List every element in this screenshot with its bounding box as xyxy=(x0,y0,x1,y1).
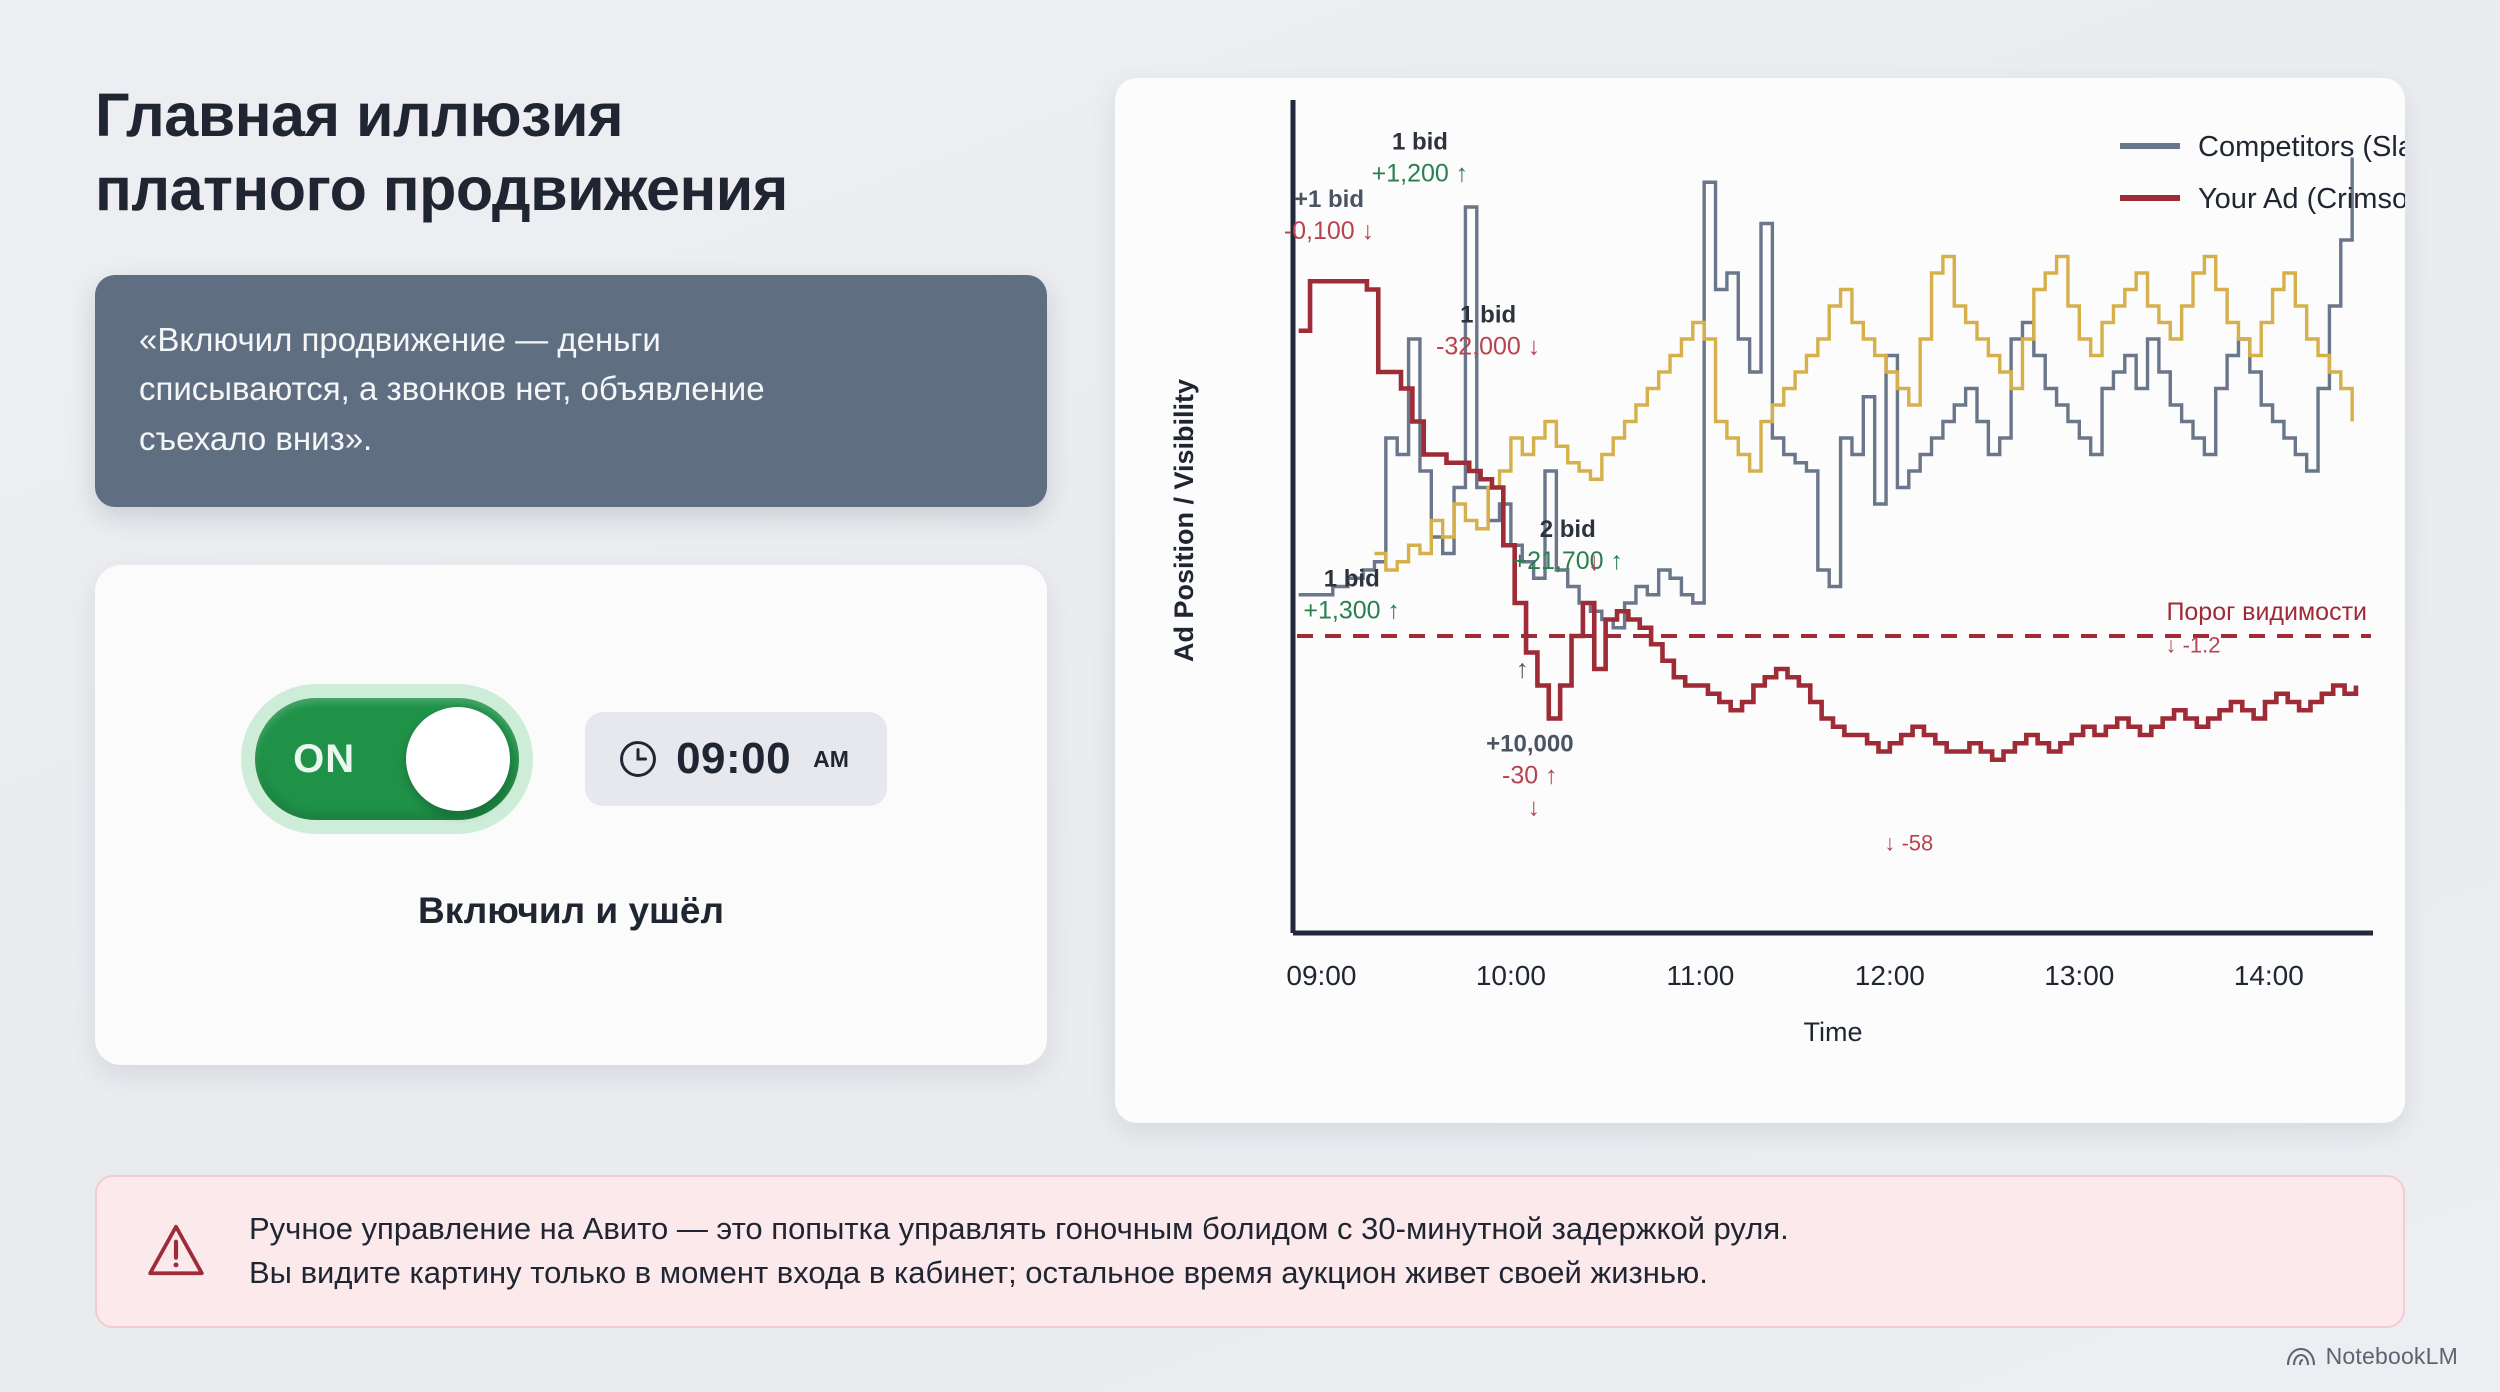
chart-annotation-ann-2-label: 1 bid xyxy=(1392,128,1448,155)
chart-arrow-marker-2: ↑ xyxy=(1516,653,1529,683)
toggle-card: ON 09:00 AM Включил и ушёл xyxy=(95,565,1047,1066)
page-title: Главная иллюзия платного продвижения xyxy=(95,81,788,224)
x-axis-label: Time xyxy=(1804,1017,1863,1047)
quote-text: «Включил продвижение — деньги списываютс… xyxy=(139,320,765,457)
series-line-2 xyxy=(1374,254,2354,572)
chart-annotation-ann-6-value: -30 ↑ xyxy=(1502,762,1558,790)
y-axis-label: Ad Position / Visibility xyxy=(1169,379,1199,662)
chart-card: Порог видимости 09:00 10:00 11:00 12:00 13:00… xyxy=(1115,78,2405,1123)
toggle-caption: Включил и ушёл xyxy=(418,890,724,932)
toggle-row: ON 09:00 AM xyxy=(255,698,887,821)
warning-triangle-icon xyxy=(148,1225,204,1276)
chart-annotation-ann-7: ↓ -58 xyxy=(1884,831,1933,856)
clock-icon xyxy=(620,741,657,778)
x-tick-label: 13:00 xyxy=(2044,960,2114,991)
series-line-1 xyxy=(1298,157,2354,630)
chart-annotation-ann-6-label: +10,000 xyxy=(1486,731,1573,758)
chart-annotation-ann-1-label: +1 bid xyxy=(1294,186,1364,213)
chart-annotation-ann-4-value: +21,700 ↑ xyxy=(1512,547,1623,575)
chart-annotation-ann-5-label: 1 bid xyxy=(1324,566,1380,593)
toggle-state-label: ON xyxy=(293,736,356,781)
toggle-knob[interactable] xyxy=(406,707,511,812)
visibility-threshold-label: Порог видимости xyxy=(2166,598,2367,626)
x-tick-label: 11:00 xyxy=(1666,960,1734,991)
footer: NotebookLM xyxy=(2286,1343,2458,1370)
chart-annotation-ann-4-label: 2 bid xyxy=(1540,516,1596,543)
chart-annotation-ann-3-label: 1 bid xyxy=(1460,302,1516,329)
promotion-toggle-switch[interactable]: ON xyxy=(255,698,520,821)
chart-annotation-ann-6-arrow2: ↓ xyxy=(1528,794,1541,822)
chart-annotation-ann-8: ↓ -1.2 xyxy=(2165,633,2220,658)
x-tick-label: 09:00 xyxy=(1286,960,1356,991)
footer-label: NotebookLM xyxy=(2325,1343,2458,1369)
left-column: Главная иллюзия платного продвижения «Вк… xyxy=(95,78,1055,1066)
time-meridiem: AM xyxy=(813,745,849,772)
chart-annotation-ann-5-value: +1,300 ↑ xyxy=(1303,597,1400,625)
time-chip: 09:00 AM xyxy=(585,712,887,807)
chart-arrow-marker-1: ↓ xyxy=(1588,546,1601,576)
notebooklm-logo-icon xyxy=(2286,1347,2315,1365)
x-tick-label: 14:00 xyxy=(2234,960,2304,991)
chart-annotation-ann-2-value: +1,200 ↑ xyxy=(1372,159,1469,187)
quote-card: «Включил продвижение — деньги списываютс… xyxy=(95,274,1047,508)
warning-text: Ручное управление на Авито — это попытка… xyxy=(249,1211,1789,1291)
series-line-3 xyxy=(1298,278,2359,763)
chart-annotation-ann-1-value: -0,100 ↓ xyxy=(1284,217,1374,245)
x-tick-label: 12:00 xyxy=(1855,960,1925,991)
legend-label-1: Competitors (Slate/Ochre) xyxy=(2198,131,2405,163)
legend-label-2: Your Ad (Crimson) xyxy=(2198,183,2405,215)
warning-banner: Ручное управление на Авито — это попытка… xyxy=(95,1175,2405,1328)
x-tick-label: 10:00 xyxy=(1476,960,1546,991)
time-value: 09:00 xyxy=(676,734,792,784)
chart-annotation-ann-3-value: -32,000 ↓ xyxy=(1436,333,1540,361)
auction-visibility-chart: Порог видимости 09:00 10:00 11:00 12:00 13:00… xyxy=(1169,100,2405,1047)
